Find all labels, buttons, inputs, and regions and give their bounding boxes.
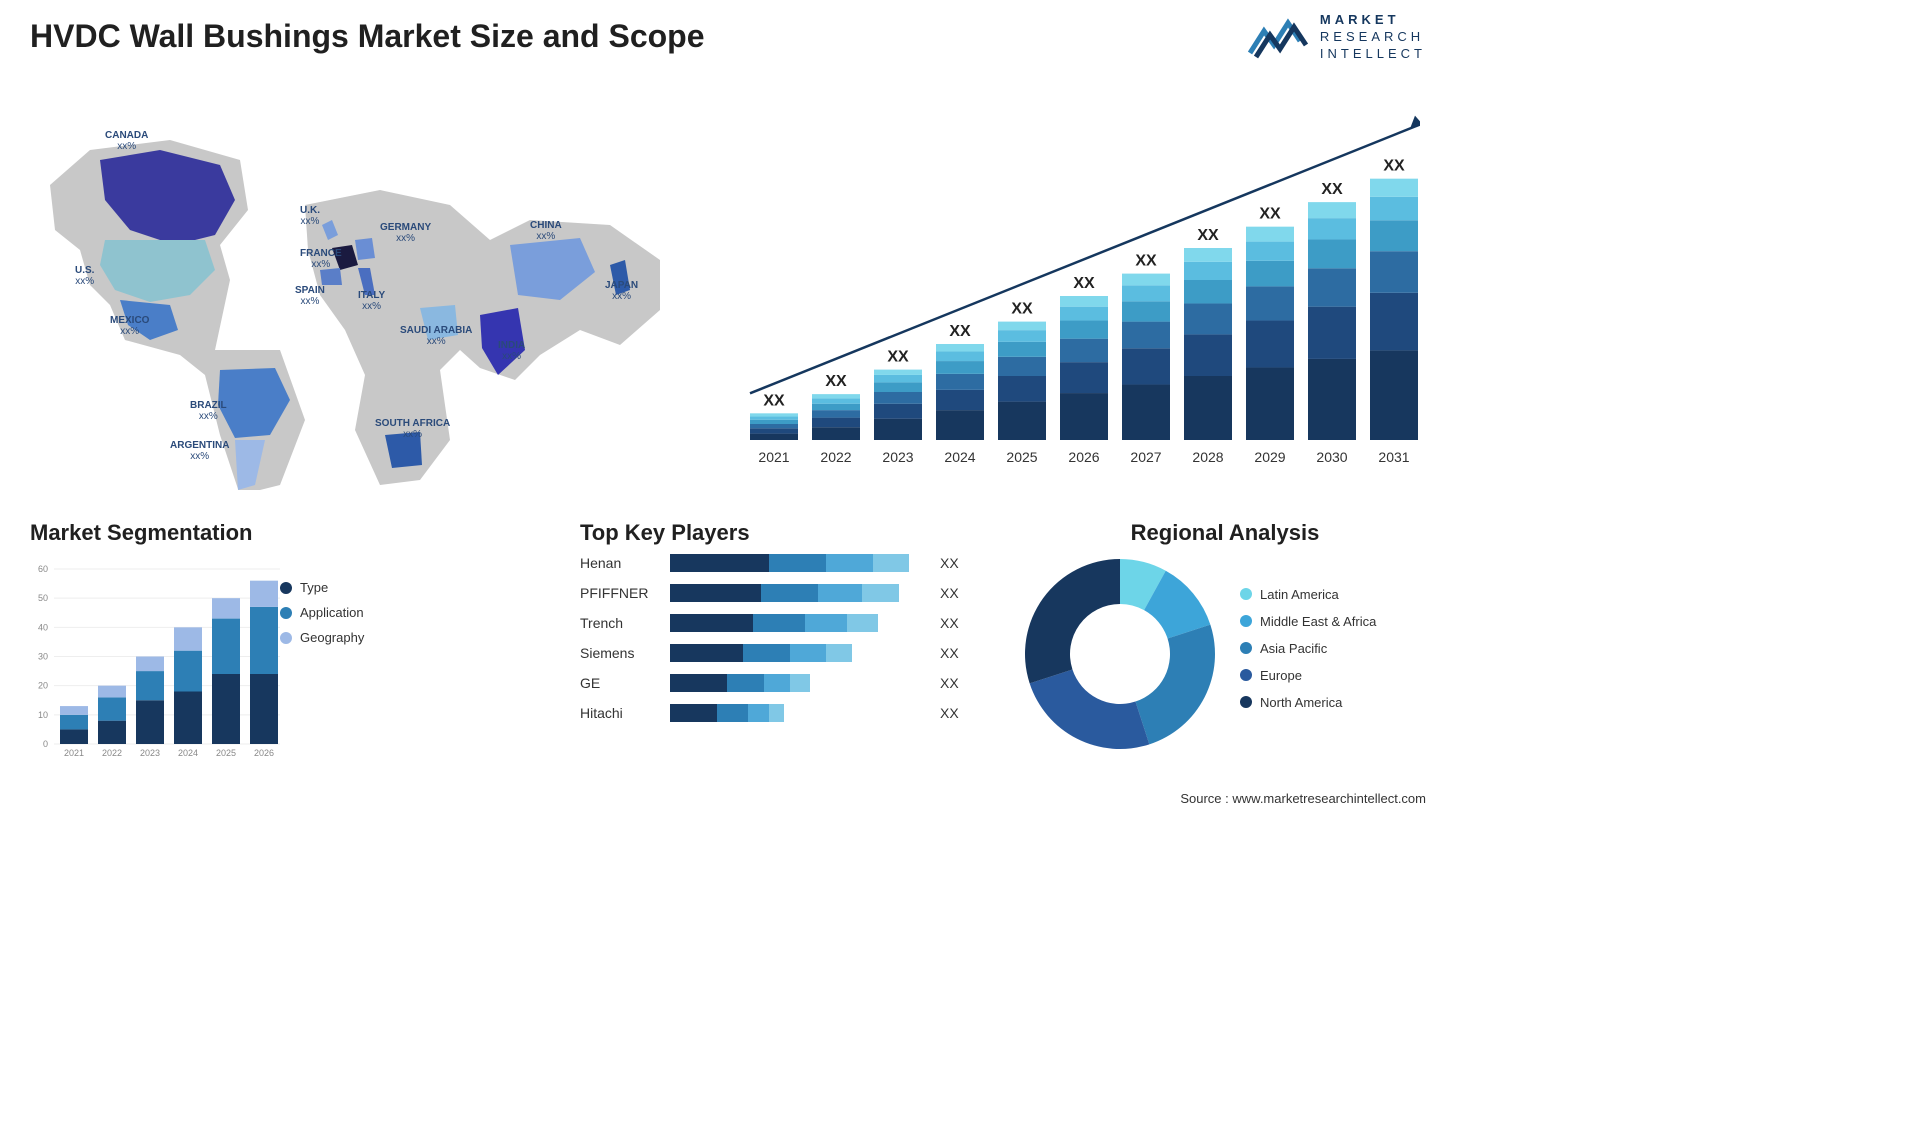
map-label-india: INDIAxx% [498,340,525,362]
map-label-saudiarabia: SAUDI ARABIAxx% [400,325,472,347]
svg-text:2023: 2023 [140,748,160,758]
logo-icon [1246,13,1310,61]
logo-line2: RESEARCH [1320,29,1426,46]
regional-analysis-section: Regional Analysis Latin America Middle Ea… [1020,520,1430,754]
svg-text:0: 0 [43,739,48,749]
regional-title: Regional Analysis [1020,520,1430,546]
svg-text:2024: 2024 [178,748,198,758]
map-label-argentina: ARGENTINAxx% [170,440,229,462]
svg-text:40: 40 [38,622,48,632]
svg-text:2024: 2024 [944,449,975,465]
svg-text:10: 10 [38,710,48,720]
svg-text:2022: 2022 [102,748,122,758]
map-label-france: FRANCExx% [300,248,342,270]
map-label-germany: GERMANYxx% [380,222,431,244]
svg-text:XX: XX [1073,275,1095,292]
key-player-row: GE XX [580,674,1000,692]
svg-text:XX: XX [887,349,909,366]
donut-slice [1025,559,1120,683]
logo-line3: INTELLECT [1320,46,1426,63]
key-player-label: Trench [580,615,670,631]
donut-slice [1030,669,1150,749]
regional-legend: Latin America Middle East & Africa Asia Pa… [1240,587,1376,722]
svg-text:XX: XX [1011,301,1033,318]
svg-text:2030: 2030 [1316,449,1347,465]
map-label-spain: SPAINxx% [295,285,325,307]
svg-text:XX: XX [1321,181,1343,198]
svg-text:XX: XX [1383,158,1405,175]
svg-text:2021: 2021 [758,449,789,465]
market-segmentation-section: Market Segmentation 0 10 20 30 40 50 60 2021 202… [30,520,430,769]
map-region-europe-germany [355,238,375,260]
svg-text:2029: 2029 [1254,449,1285,465]
key-player-value: XX [940,705,959,721]
svg-text:2031: 2031 [1378,449,1409,465]
donut-slice [1135,625,1215,745]
key-player-label: Hitachi [580,705,670,721]
segmentation-title: Market Segmentation [30,520,430,546]
svg-text:60: 60 [38,564,48,574]
svg-text:2025: 2025 [1006,449,1037,465]
svg-text:2022: 2022 [820,449,851,465]
key-player-label: Siemens [580,645,670,661]
brand-logo: MARKET RESEARCH INTELLECT [1246,12,1426,63]
key-player-label: GE [580,675,670,691]
regional-legend-item: Latin America [1240,587,1376,602]
map-label-italy: ITALYxx% [358,290,385,312]
map-label-china: CHINAxx% [530,220,562,242]
logo-line1: MARKET [1320,12,1426,29]
world-map: CANADAxx% U.S.xx% MEXICOxx% BRAZILxx% ARGENT… [20,90,720,490]
svg-text:2026: 2026 [254,748,274,758]
map-label-us: U.S.xx% [75,265,94,287]
regional-legend-item: Europe [1240,668,1376,683]
svg-text:2026: 2026 [1068,449,1099,465]
source-label: Source : www.marketresearchintellect.com [1180,791,1426,806]
svg-text:XX: XX [949,323,971,340]
segmentation-legend: Type Application Geography [280,580,364,655]
map-label-southafrica: SOUTH AFRICAxx% [375,418,450,440]
svg-text:XX: XX [1197,227,1219,244]
svg-text:XX: XX [763,392,785,409]
key-player-row: Siemens XX [580,644,1000,662]
map-label-japan: JAPANxx% [605,280,638,302]
svg-text:2028: 2028 [1192,449,1223,465]
key-player-label: Henan [580,555,670,571]
map-region-europe-spain [320,268,342,285]
svg-text:20: 20 [38,681,48,691]
map-label-brazil: BRAZILxx% [190,400,227,422]
key-player-value: XX [940,645,959,661]
key-player-row: Hitachi XX [580,704,1000,722]
segmentation-legend-item: Application [280,605,364,620]
regional-legend-item: Asia Pacific [1240,641,1376,656]
svg-text:XX: XX [1259,206,1281,223]
map-label-canada: CANADAxx% [105,130,148,152]
key-players-title: Top Key Players [580,520,1000,546]
regional-legend-item: North America [1240,695,1376,710]
map-label-uk: U.K.xx% [300,205,320,227]
key-player-value: XX [940,585,959,601]
key-player-label: PFIFFNER [580,585,670,601]
svg-text:XX: XX [1135,253,1157,270]
svg-text:2023: 2023 [882,449,913,465]
segmentation-legend-item: Geography [280,630,364,645]
svg-text:XX: XX [825,373,847,390]
key-player-row: PFIFFNER XX [580,584,1000,602]
segmentation-legend-item: Type [280,580,364,595]
map-label-mexico: MEXICOxx% [110,315,149,337]
svg-text:50: 50 [38,593,48,603]
key-player-value: XX [940,555,959,571]
key-player-value: XX [940,675,959,691]
svg-text:2025: 2025 [216,748,236,758]
regional-legend-item: Middle East & Africa [1240,614,1376,629]
key-player-value: XX [940,615,959,631]
svg-text:30: 30 [38,652,48,662]
page-title: HVDC Wall Bushings Market Size and Scope [30,18,705,55]
key-players-section: Top Key Players Henan XX PFIFFNER XX Trench X… [580,520,1000,734]
key-player-row: Henan XX [580,554,1000,572]
svg-text:2021: 2021 [64,748,84,758]
growth-chart: XX 2021 XX 2022 XX 2023 XX 2024 XX 2025 XX 2026 XX 20… [740,100,1420,480]
key-player-row: Trench XX [580,614,1000,632]
svg-text:2027: 2027 [1130,449,1161,465]
